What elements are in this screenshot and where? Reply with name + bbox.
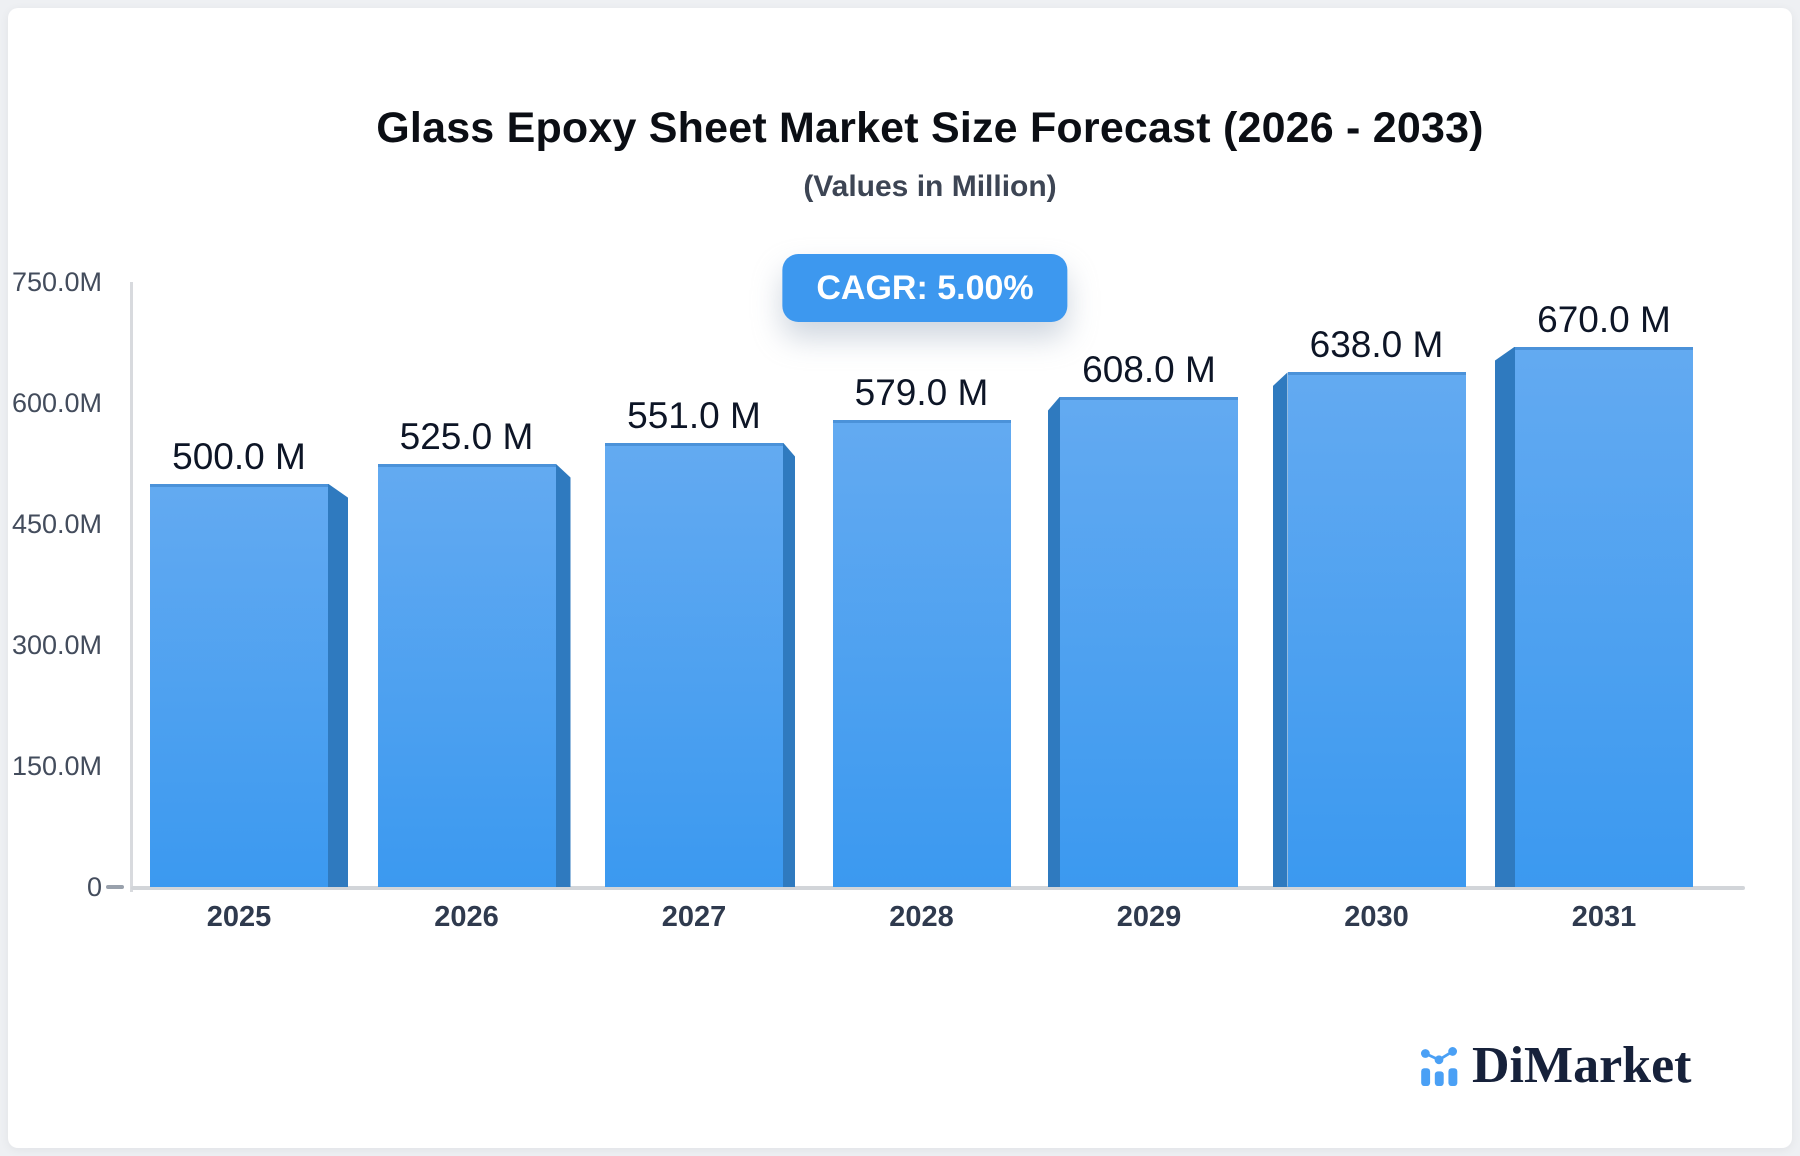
mini-bar-line-chart-icon <box>1420 1042 1458 1091</box>
bar-2026 <box>377 463 556 887</box>
y-tick-label: 600.0M <box>11 388 102 418</box>
bar-3d-side-2025 <box>328 483 348 887</box>
bar-3d-side-2030 <box>1272 372 1288 887</box>
cagr-badge: CAGR: 5.00% <box>782 254 1068 322</box>
y-tick-label: 750.0M <box>11 267 102 297</box>
x-axis-baseline <box>131 886 1745 890</box>
bar-value-label: 638.0 M <box>1309 324 1444 366</box>
bar-2025 <box>150 483 328 887</box>
x-tick-label: 2030 <box>1344 901 1409 933</box>
x-tick-label: 2026 <box>434 901 499 933</box>
y-tick-label: 450.0M <box>11 509 102 539</box>
brand-logo: DiMarket <box>1420 1038 1691 1094</box>
bar-2029 <box>1060 396 1238 887</box>
bar-value-label: 579.0 M <box>854 371 989 413</box>
bar-value-label: 500.0 M <box>172 435 306 477</box>
bar-3d-side-2026 <box>555 463 571 887</box>
bar-3d-side-2029 <box>1048 396 1060 887</box>
x-tick-label: 2029 <box>1116 901 1182 933</box>
x-tick-label: 2027 <box>661 901 727 933</box>
bar-2027 <box>605 442 783 887</box>
y-tick-label: 300.0M <box>11 630 102 660</box>
bar-2028 <box>832 419 1011 887</box>
bar-value-label: 670.0 M <box>1537 298 1671 340</box>
bar-value-label: 608.0 M <box>1082 348 1216 390</box>
brand-name: DiMarket <box>1472 1037 1692 1094</box>
bar-value-label: 525.0 M <box>399 415 534 457</box>
bar-3d-side-2027 <box>783 442 795 887</box>
x-tick-label: 2025 <box>206 901 272 933</box>
y-axis-line <box>130 282 133 892</box>
chart-title: Glass Epoxy Sheet Market Size Forecast (… <box>376 104 1484 152</box>
bar-2030 <box>1287 372 1466 887</box>
y-tick-label: 150.0M <box>11 751 102 781</box>
y-tick-label: 0 <box>86 872 102 902</box>
zero-tick-mark <box>106 885 124 889</box>
bar-value-label: 551.0 M <box>627 394 761 436</box>
chart-subtitle: (Values in Million) <box>803 170 1057 203</box>
x-tick-label: 2031 <box>1571 901 1637 933</box>
bar-2031 <box>1515 346 1693 887</box>
x-tick-label: 2028 <box>889 901 954 933</box>
bar-3d-side-2031 <box>1495 346 1515 887</box>
